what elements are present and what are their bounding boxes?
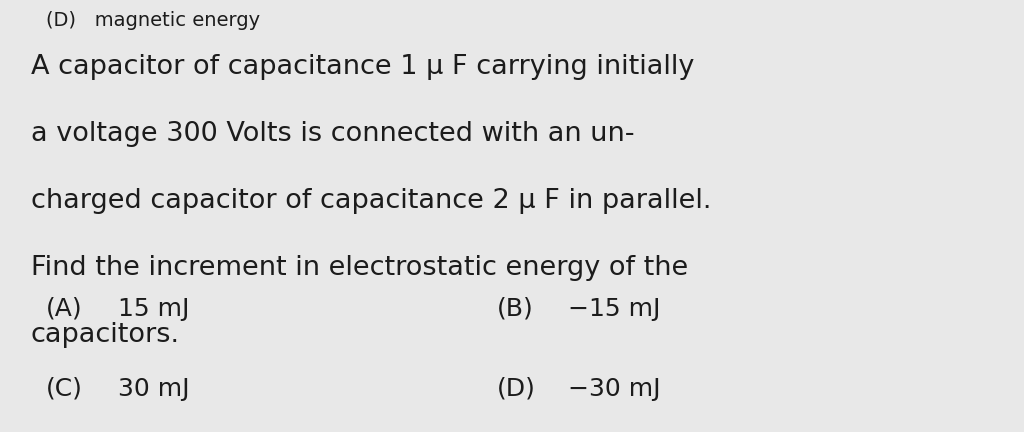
- Text: −15 mJ: −15 mJ: [568, 297, 660, 321]
- Text: (C): (C): [46, 377, 83, 401]
- Text: a voltage 300 Volts is connected with an un-: a voltage 300 Volts is connected with an…: [31, 121, 634, 147]
- Text: −30 mJ: −30 mJ: [568, 377, 660, 401]
- Text: (B): (B): [497, 297, 534, 321]
- Text: (A): (A): [46, 297, 83, 321]
- Text: (D): (D): [497, 377, 536, 401]
- Text: capacitors.: capacitors.: [31, 322, 180, 348]
- Text: 30 mJ: 30 mJ: [118, 377, 189, 401]
- Text: (D)   magnetic energy: (D) magnetic energy: [46, 11, 260, 30]
- Text: A capacitor of capacitance 1 μ F carrying initially: A capacitor of capacitance 1 μ F carryin…: [31, 54, 694, 80]
- Text: 15 mJ: 15 mJ: [118, 297, 189, 321]
- Text: charged capacitor of capacitance 2 μ F in parallel.: charged capacitor of capacitance 2 μ F i…: [31, 188, 711, 214]
- Text: Find the increment in electrostatic energy of the: Find the increment in electrostatic ener…: [31, 255, 688, 281]
